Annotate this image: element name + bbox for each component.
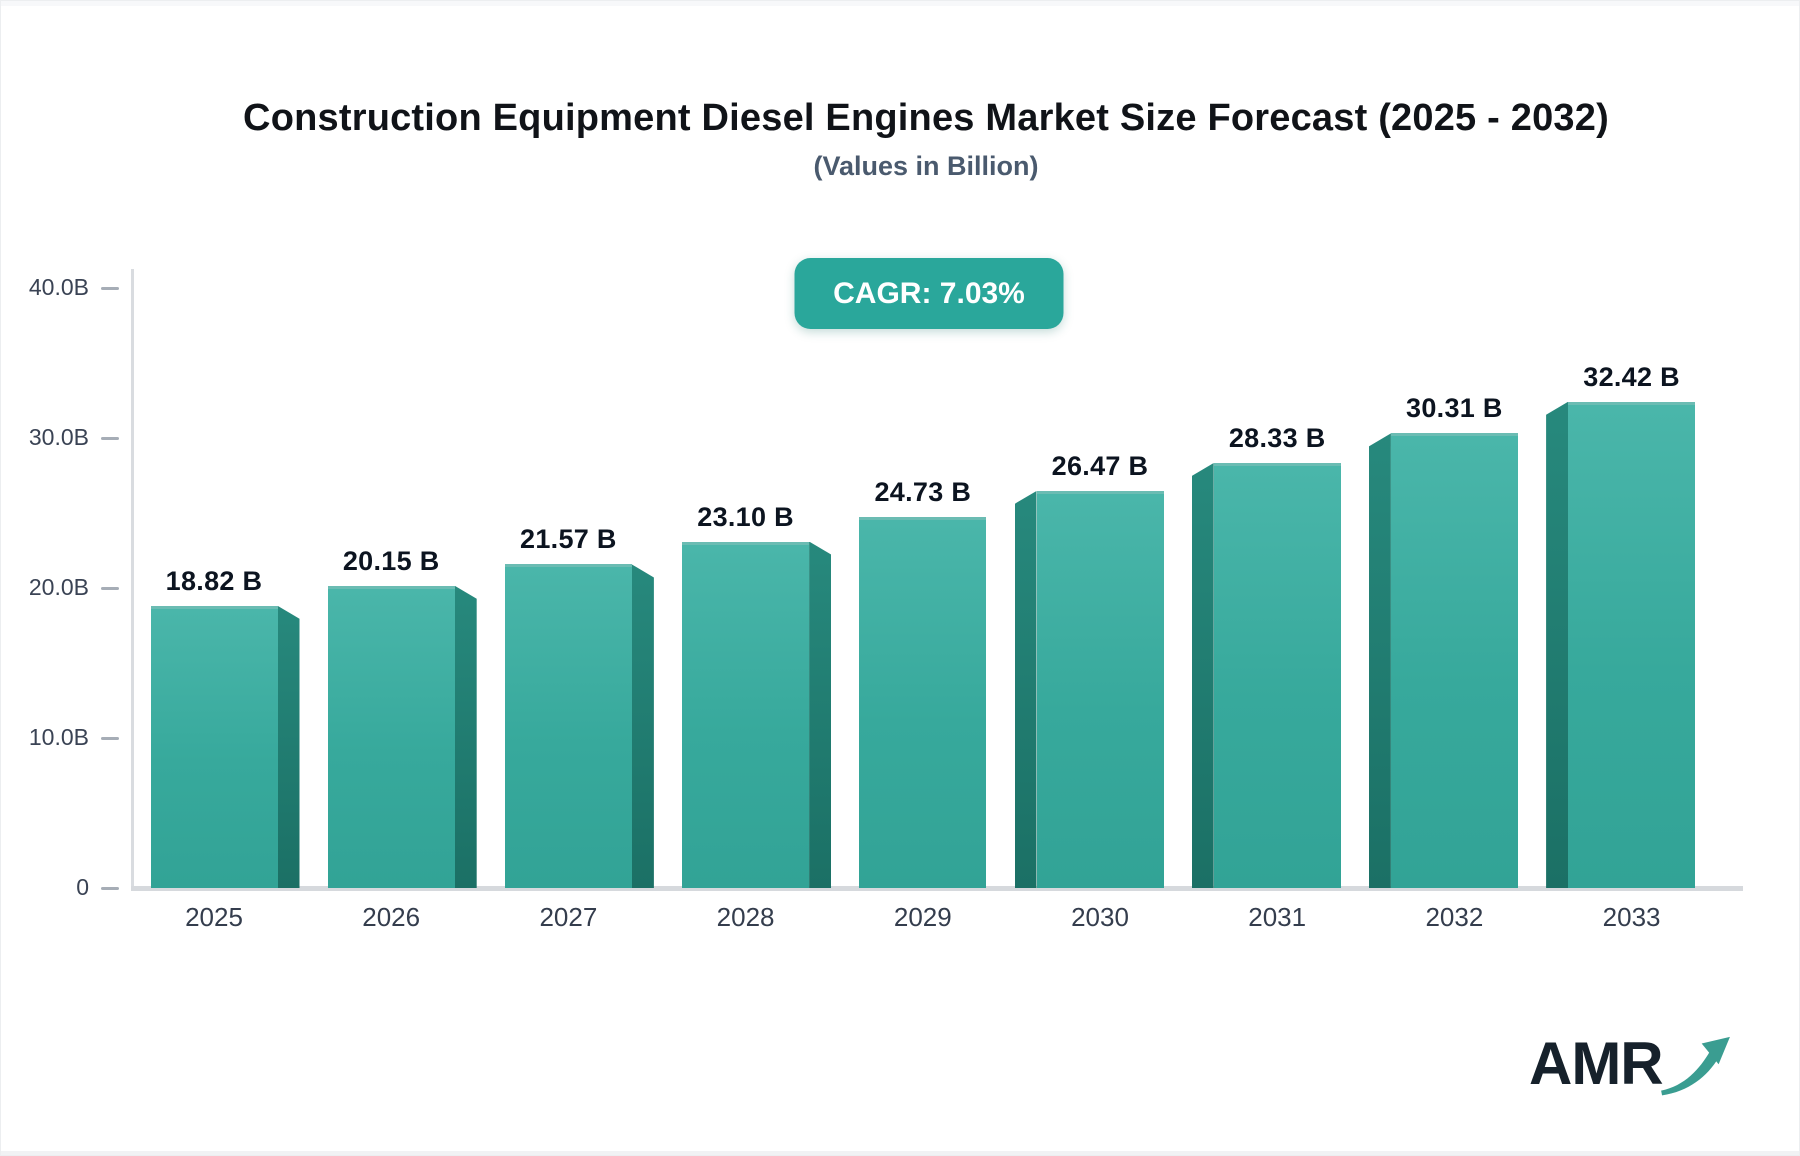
y-axis-line	[131, 269, 134, 890]
x-axis-label: 2027	[539, 902, 598, 932]
bar-3d-side	[1191, 463, 1214, 888]
bar-value-label: 32.42 B	[1583, 361, 1680, 392]
bar-3d-side	[1546, 401, 1569, 888]
bar-value-label: 20.15 B	[342, 545, 440, 576]
bar-value-label: 18.82 B	[165, 565, 263, 596]
x-axis-label: 2028	[716, 902, 775, 932]
y-axis-tick-mark	[101, 587, 119, 590]
bar-3d-side	[1014, 490, 1037, 888]
y-axis-tick-label: 0	[76, 874, 89, 900]
y-axis-tick-label: 30.0B	[28, 424, 89, 450]
y-axis-tick-mark	[101, 737, 119, 740]
cagr-badge: CAGR: 7.03%	[794, 258, 1064, 329]
chart-subtitle: (Values in Billion)	[813, 151, 1039, 181]
x-axis-label: 2031	[1248, 902, 1307, 932]
y-axis-tick-mark	[101, 437, 119, 440]
amr-logo: AMR	[1529, 1033, 1735, 1101]
y-axis-tick-label: 20.0B	[28, 574, 89, 600]
bar-value-label: 30.31 B	[1406, 393, 1503, 424]
bar-2031	[1213, 463, 1341, 888]
bar-2027	[504, 564, 632, 888]
x-axis-label: 2032	[1425, 902, 1484, 932]
bar-3d-side	[631, 564, 654, 888]
bar-2028	[682, 541, 810, 888]
bar-2026	[327, 585, 455, 888]
bar-value-label: 28.33 B	[1228, 423, 1326, 454]
bar-3d-side	[809, 541, 832, 888]
y-axis-tick-label: 40.0B	[28, 274, 89, 300]
y-axis-tick-label: 10.0B	[28, 724, 89, 750]
x-axis-label: 2033	[1602, 902, 1661, 932]
bar-value-label: 26.47 B	[1051, 450, 1149, 481]
bar-2032	[1390, 433, 1518, 888]
bar-2029	[859, 517, 987, 888]
bar-value-label: 24.73 B	[874, 477, 972, 508]
bar-value-label: 23.10 B	[697, 501, 794, 532]
x-axis-line	[131, 886, 1743, 891]
growth-arrow-icon	[1660, 1036, 1730, 1096]
chart-title: Construction Equipment Diesel Engines Ma…	[243, 97, 1609, 139]
bar-2025	[150, 605, 278, 888]
y-axis-tick-mark	[101, 287, 119, 290]
bar-2033	[1568, 401, 1696, 888]
x-axis-label: 2026	[362, 902, 421, 932]
y-axis-tick-mark	[101, 887, 119, 890]
bar-3d-side	[454, 585, 477, 888]
bar-2030	[1036, 490, 1164, 888]
bar-3d-side	[277, 605, 300, 888]
x-axis-label: 2025	[185, 902, 243, 932]
x-axis-label: 2029	[893, 902, 952, 932]
x-axis-label: 2030	[1071, 902, 1129, 932]
bar-value-label: 21.57 B	[520, 524, 617, 555]
amr-logo-text: AMR	[1529, 1030, 1664, 1097]
bar-3d-side	[1368, 433, 1391, 888]
cagr-badge-label: CAGR: 7.03%	[833, 276, 1025, 310]
